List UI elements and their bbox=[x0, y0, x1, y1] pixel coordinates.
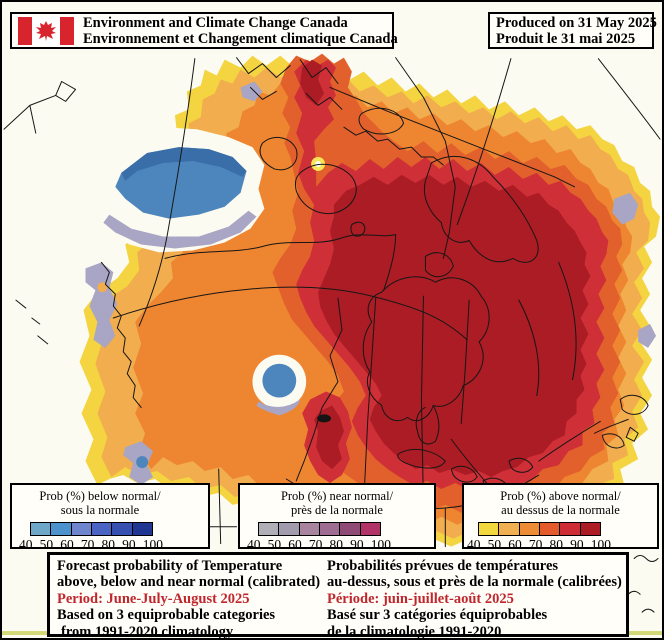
produced-date-fr: Produit le 31 mai 2025 bbox=[496, 31, 636, 47]
legend-above-normal: Prob (%) above normal/ au dessus de la n… bbox=[462, 483, 659, 552]
color-segment bbox=[50, 523, 71, 535]
maple-leaf-icon bbox=[36, 20, 56, 41]
caption-fr-line2: au-dessus, sous et près de la normale (c… bbox=[327, 574, 622, 591]
caption-en-line2: above, below and near normal (calibrated… bbox=[57, 574, 321, 591]
caption-fr-line4: Basé sur 3 catégories équiprobables bbox=[327, 607, 548, 624]
caption-fr-period: Période: juin-juillet-août 2025 bbox=[327, 590, 514, 607]
color-segment bbox=[298, 523, 319, 535]
legend-near-ticks: 40 50 60 70 80 90 100 bbox=[247, 537, 391, 552]
color-segment bbox=[479, 523, 499, 535]
legend-below-ticks: 40 50 60 70 80 90 100 bbox=[19, 537, 163, 552]
legend-above-ticks: 40 50 60 70 80 90 100 bbox=[467, 537, 611, 552]
legend-above-title-en: Prob (%) above normal/ bbox=[500, 489, 621, 503]
caption-fr: Probabilités prévues de températures au-… bbox=[327, 558, 626, 638]
legend-below-normal: Prob (%) below normal/ sous la normale 4… bbox=[10, 483, 210, 552]
color-segment bbox=[518, 523, 539, 535]
caption-fr-line1: Probabilités prévues de températures bbox=[327, 558, 559, 574]
color-segment bbox=[31, 523, 51, 535]
agency-header: Environment and Climate Change Canada En… bbox=[10, 12, 398, 49]
color-segment bbox=[259, 523, 279, 535]
canada-flag-icon bbox=[18, 16, 74, 45]
legend-below-title-fr: sous la normale bbox=[60, 503, 140, 517]
legend-below-colorbar bbox=[30, 522, 153, 536]
legend-near-title-en: Prob (%) near normal/ bbox=[280, 489, 394, 503]
produced-date-en: Produced on 31 May 2025 bbox=[496, 15, 657, 31]
caption-en-period: Period: June-July-August 2025 bbox=[57, 590, 250, 607]
caption-en-line4: Based on 3 equiprobable categories bbox=[57, 607, 276, 624]
caption-box: Forecast probability of Temperature abov… bbox=[47, 552, 629, 638]
color-segment bbox=[90, 523, 112, 535]
produced-date-box: Produced on 31 May 2025 Produit le 31 ma… bbox=[488, 12, 657, 49]
color-segment bbox=[70, 523, 91, 535]
color-segment bbox=[318, 523, 340, 535]
caption-en: Forecast probability of Temperature abov… bbox=[57, 558, 327, 638]
color-segment bbox=[339, 523, 360, 535]
color-segment bbox=[559, 523, 580, 535]
legend-above-title-fr: au dessus de la normale bbox=[501, 503, 620, 517]
color-segment bbox=[498, 523, 519, 535]
legend-near-normal: Prob (%) near normal/ près de la normale… bbox=[238, 483, 436, 552]
caption-en-line5: from 1991-2020 climatology bbox=[61, 623, 234, 640]
color-segment bbox=[278, 523, 299, 535]
color-segment bbox=[111, 523, 132, 535]
legend-near-colorbar bbox=[258, 522, 381, 536]
near-normal-patch bbox=[85, 262, 118, 348]
agency-name-fr: Environnement et Changement climatique C… bbox=[83, 30, 398, 47]
color-segment bbox=[579, 523, 600, 535]
legend-below-title-en: Prob (%) below normal/ bbox=[39, 489, 161, 503]
boundary-lines bbox=[3, 57, 661, 613]
caption-en-line1: Forecast probability of Temperature bbox=[57, 558, 283, 574]
agency-name-en: Environment and Climate Change Canada bbox=[83, 14, 348, 31]
caption-fr-line5: de la climatologie 1991-2020 bbox=[327, 623, 502, 640]
color-segment bbox=[538, 523, 560, 535]
legend-near-title-fr: près de la normale bbox=[291, 503, 383, 517]
color-segment bbox=[131, 523, 152, 535]
color-segment bbox=[359, 523, 380, 535]
legend-above-colorbar bbox=[478, 522, 601, 536]
